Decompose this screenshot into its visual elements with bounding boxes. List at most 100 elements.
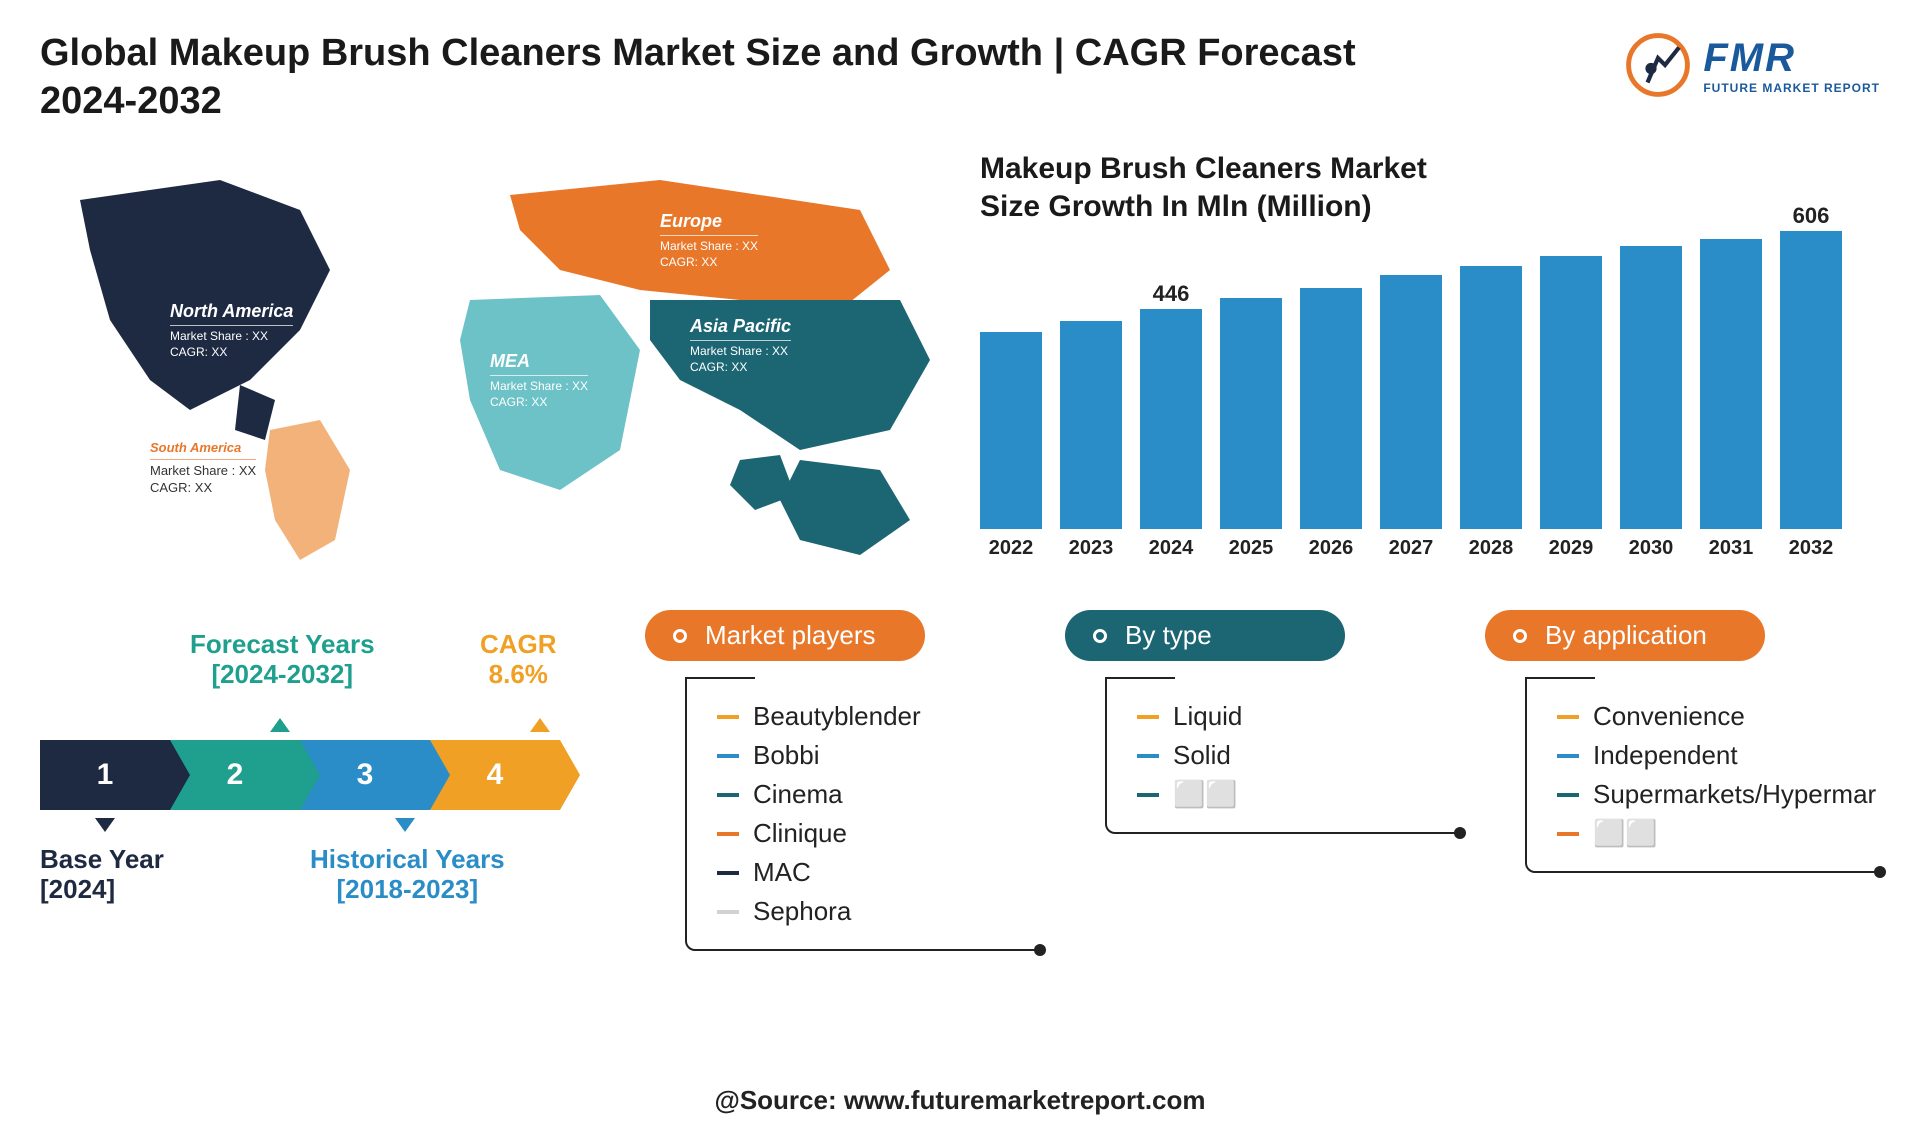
tick-icon <box>717 754 739 758</box>
category-bracket: Convenience Independent Supermarkets/Hyper… <box>1525 679 1880 873</box>
bar <box>1300 288 1362 529</box>
bar <box>1700 239 1762 529</box>
bar-value-label: 606 <box>1793 203 1830 229</box>
bar-year-label: 2023 <box>1069 537 1114 560</box>
item-label: MAC <box>753 857 811 888</box>
category-pill: By application <box>1485 610 1765 661</box>
list-item: Clinique <box>717 814 1040 853</box>
region-ap: Asia Pacific Market Share : XX CAGR: XX <box>690 315 791 376</box>
category-title: By type <box>1125 620 1212 651</box>
category-pill: Market players <box>645 610 925 661</box>
bar <box>1220 298 1282 529</box>
bar-year-label: 2024 <box>1149 537 1194 560</box>
bar-wrap: 2030 <box>1620 246 1682 560</box>
bar-year-label: 2022 <box>989 537 1034 560</box>
category-title: Market players <box>705 620 876 651</box>
bar-wrap: 2026 <box>1300 288 1362 560</box>
category-bracket: Liquid Solid ⬜⬜ <box>1105 679 1460 834</box>
category-box: By type Liquid Solid ⬜⬜ <box>1065 610 1460 951</box>
bar <box>1460 266 1522 529</box>
tick-icon <box>717 793 739 797</box>
bar-year-label: 2026 <box>1309 537 1354 560</box>
timeline: Forecast Years[2024-2032] CAGR8.6% 1 2 3… <box>40 610 620 930</box>
timeline-steps: 1 2 3 4 <box>40 740 560 810</box>
logo-icon <box>1623 30 1693 100</box>
bar-wrap: 2031 <box>1700 239 1762 560</box>
source-label: @Source: www.futuremarketreport.com <box>714 1085 1205 1116</box>
region-mea: MEA Market Share : XX CAGR: XX <box>490 350 588 411</box>
bar: 606 <box>1780 231 1842 529</box>
bar-wrap: 2029 <box>1540 256 1602 560</box>
category-box: Market players Beautyblender Bobbi Cinema Cl… <box>645 610 1040 951</box>
item-label: Beautyblender <box>753 701 921 732</box>
list-item: Bobbi <box>717 736 1040 775</box>
region-na: North America Market Share : XX CAGR: XX <box>170 300 293 361</box>
list-item: Sephora <box>717 892 1040 931</box>
logo-fmr: FMR <box>1703 36 1880 81</box>
item-label: Bobbi <box>753 740 820 771</box>
world-map: North America Market Share : XX CAGR: XX… <box>40 150 950 570</box>
bottom-row: Forecast Years[2024-2032] CAGR8.6% 1 2 3… <box>40 610 1880 951</box>
header: Global Makeup Brush Cleaners Market Size… <box>40 30 1880 125</box>
tick-icon <box>717 832 739 836</box>
item-label: Solid <box>1173 740 1231 771</box>
item-label: Convenience <box>1593 701 1745 732</box>
item-label: Cinema <box>753 779 843 810</box>
bar-wrap: 2027 <box>1380 275 1442 560</box>
bar-year-label: 2030 <box>1629 537 1674 560</box>
bars-container: 2022 2023 446 2024 2025 2026 2027 2028 2029 2030 2… <box>980 240 1880 560</box>
triangle-down-icon <box>95 818 115 832</box>
list-item: ⬜⬜ <box>1557 814 1880 853</box>
tick-icon <box>1137 793 1159 797</box>
item-label: Clinique <box>753 818 847 849</box>
bar-wrap: 2023 <box>1060 321 1122 560</box>
forecast-label: Forecast Years[2024-2032] <box>190 630 375 690</box>
triangle-up-icon <box>270 718 290 732</box>
item-label: Sephora <box>753 896 851 927</box>
dot-icon <box>673 629 687 643</box>
tick-icon <box>1557 832 1579 836</box>
region-sa: South America Market Share : XX CAGR: XX <box>150 440 256 497</box>
bar-year-label: 2029 <box>1549 537 1594 560</box>
bar-year-label: 2031 <box>1709 537 1754 560</box>
bar-year-label: 2025 <box>1229 537 1274 560</box>
list-item: Convenience <box>1557 697 1880 736</box>
bar-wrap: 2022 <box>980 332 1042 560</box>
logo-subtitle: FUTURE MARKET REPORT <box>1703 81 1880 95</box>
bar: 446 <box>1140 309 1202 529</box>
dot-icon <box>1513 629 1527 643</box>
item-label: Independent <box>1593 740 1738 771</box>
list-item: Liquid <box>1137 697 1460 736</box>
category-bracket: Beautyblender Bobbi Cinema Clinique MAC Sepho… <box>685 679 1040 951</box>
triangle-up-icon <box>530 718 550 732</box>
item-label: ⬜⬜ <box>1593 818 1658 849</box>
list-item: Cinema <box>717 775 1040 814</box>
list-item: Solid <box>1137 736 1460 775</box>
triangle-down-icon <box>395 818 415 832</box>
item-label: Supermarkets/Hypermar <box>1593 779 1876 810</box>
list-item: Beautyblender <box>717 697 1040 736</box>
list-item: Independent <box>1557 736 1880 775</box>
tick-icon <box>717 910 739 914</box>
dot-icon <box>1093 629 1107 643</box>
bar <box>1060 321 1122 529</box>
region-eu: Europe Market Share : XX CAGR: XX <box>660 210 758 271</box>
item-label: ⬜⬜ <box>1173 779 1238 810</box>
bar-wrap: 446 2024 <box>1140 309 1202 560</box>
bar <box>1620 246 1682 529</box>
page-title: Global Makeup Brush Cleaners Market Size… <box>40 30 1440 125</box>
list-item: MAC <box>717 853 1040 892</box>
bar-year-label: 2028 <box>1469 537 1514 560</box>
bar <box>1380 275 1442 529</box>
tick-icon <box>1557 793 1579 797</box>
bar-year-label: 2032 <box>1789 537 1834 560</box>
category-box: By application Convenience Independent Supe… <box>1485 610 1880 951</box>
tick-icon <box>717 871 739 875</box>
historical-label: Historical Years[2018-2023] <box>310 845 505 905</box>
categories: Market players Beautyblender Bobbi Cinema Cl… <box>645 610 1880 951</box>
bar-wrap: 606 2032 <box>1780 231 1842 560</box>
tick-icon <box>717 715 739 719</box>
top-row: North America Market Share : XX CAGR: XX… <box>40 150 1880 570</box>
logo: FMR FUTURE MARKET REPORT <box>1623 30 1880 100</box>
step-1: 1 <box>40 740 170 810</box>
